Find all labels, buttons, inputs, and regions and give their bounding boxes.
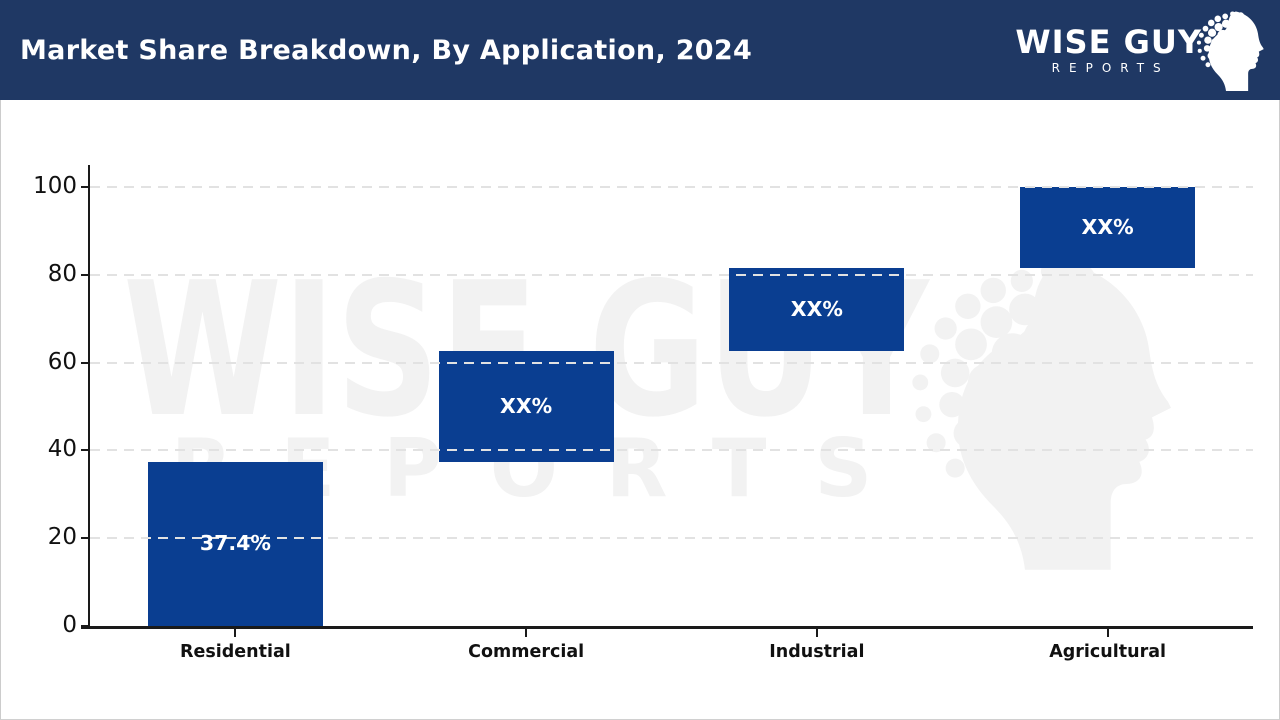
bar-value-label: XX% (790, 296, 843, 321)
logo-wordmark: WISE GUY (1015, 23, 1202, 61)
y-tick-100 (81, 186, 90, 188)
x-tick-residential (234, 629, 237, 637)
y-tick-80 (81, 273, 90, 276)
x-tick-agricultural (1106, 629, 1109, 637)
x-axis-line (81, 626, 1253, 629)
gridline-80 (90, 273, 1253, 276)
chart-canvas: WISE GUY REPORTS 0 20 40 60 80 100 37.4% Reside… (0, 100, 1280, 720)
y-axis-line (88, 165, 90, 629)
gridline-40 (90, 449, 1253, 452)
watermark-head-icon (912, 261, 1171, 570)
y-tick-label-100: 100 (33, 173, 77, 199)
bar-commercial (438, 351, 614, 462)
y-tick-label-0: 0 (62, 612, 77, 638)
x-category-label: Industrial (769, 642, 865, 662)
x-tick-commercial (525, 629, 528, 637)
header-bar: Market Share Breakdown, By Application, … (0, 0, 1280, 100)
bar-value-label: XX% (500, 393, 553, 418)
gridline-60 (90, 361, 1253, 364)
x-category-label: Commercial (468, 642, 585, 662)
y-tick-label-60: 60 (47, 348, 77, 375)
wise-guy-reports-logo: WISE GUY REPORTS (1015, 9, 1264, 91)
x-category-label: Residential (179, 642, 291, 662)
gridline-20 (90, 537, 1253, 540)
logo-head-icon (1196, 11, 1264, 91)
page-title: Market Share Breakdown, By Application, … (20, 34, 753, 66)
y-tick-20 (81, 537, 90, 540)
x-tick-industrial (815, 629, 818, 637)
bar-industrial (729, 268, 905, 352)
y-tick-label-80: 80 (47, 260, 77, 287)
y-tick-label-40: 40 (47, 436, 77, 463)
y-tick-60 (81, 361, 90, 364)
bar-agricultural (1020, 187, 1196, 269)
bar-value-label: XX% (1081, 214, 1134, 239)
bar-residential (147, 461, 323, 626)
gridline-100 (90, 186, 1253, 188)
logo-text: WISE GUY REPORTS (1015, 26, 1202, 74)
logo-subtitle: REPORTS (1051, 61, 1170, 75)
y-tick-40 (81, 449, 90, 452)
x-category-label: Agricultural (1049, 642, 1167, 662)
y-tick-label-20: 20 (47, 524, 77, 551)
bar-value-label: 37.4% (199, 530, 271, 555)
